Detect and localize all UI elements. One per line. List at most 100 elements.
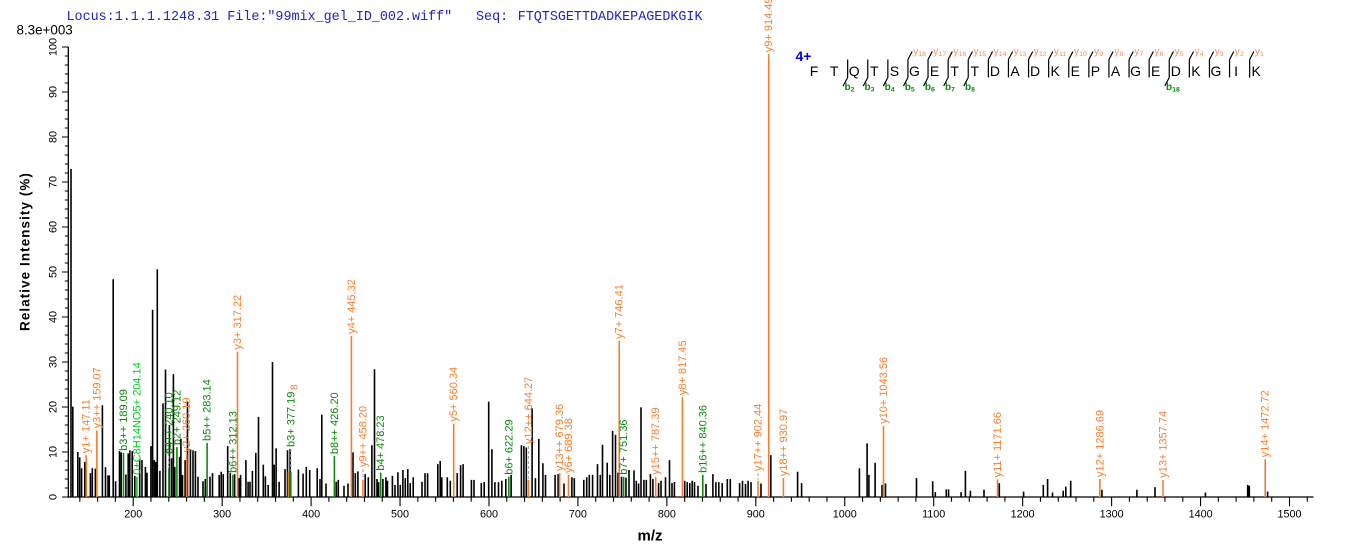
svg-text:y: y <box>1215 47 1220 58</box>
svg-text:b: b <box>925 82 931 93</box>
svg-text:b4++ 240.10: b4++ 240.10 <box>163 392 175 454</box>
svg-text:Relative Intensity (%): Relative Intensity (%) <box>18 172 33 331</box>
svg-text:400: 400 <box>302 509 320 521</box>
svg-text:FTQTSGETTDADKEPAGEDKGIK: FTQTSGETTDADKEPAGEDKGIK <box>518 10 704 25</box>
svg-text:b3++ 189.09: b3++ 189.09 <box>118 389 130 451</box>
svg-text:y13++ 679.36: y13++ 679.36 <box>554 404 566 471</box>
svg-text:1400: 1400 <box>1189 509 1213 521</box>
svg-text:E: E <box>1151 63 1160 79</box>
svg-text:y: y <box>913 47 918 58</box>
svg-text:b2+ 249.12: b2+ 249.12 <box>171 390 183 445</box>
svg-text:y13+ 1357.74: y13+ 1357.74 <box>1158 411 1170 478</box>
svg-text:b: b <box>965 82 971 93</box>
svg-text:y7+ 746.41: y7+ 746.41 <box>614 284 626 339</box>
svg-text:y: y <box>1094 47 1099 58</box>
svg-text:y1+ 147.11: y1+ 147.11 <box>81 399 93 453</box>
svg-text:y: y <box>1154 47 1159 58</box>
svg-text:17: 17 <box>939 51 947 58</box>
svg-text:8.3e+003: 8.3e+003 <box>17 23 73 38</box>
svg-text:1300: 1300 <box>1100 509 1124 521</box>
svg-text:18: 18 <box>918 51 926 58</box>
svg-text:m/z: m/z <box>637 528 662 545</box>
svg-text:b8++ 426.20: b8++ 426.20 <box>329 392 341 454</box>
svg-text:y3+ 317.22: y3+ 317.22 <box>232 295 244 350</box>
svg-text:b6++ 312.13: b6++ 312.13 <box>227 411 239 473</box>
svg-text:E: E <box>1071 63 1080 79</box>
svg-text:4: 4 <box>891 86 895 93</box>
svg-text:D: D <box>1030 63 1040 79</box>
svg-text:9: 9 <box>1099 51 1103 58</box>
svg-text:y: y <box>1195 47 1200 58</box>
svg-text:12: 12 <box>1039 51 1047 58</box>
svg-text:10: 10 <box>1079 51 1087 58</box>
svg-text:0+C8H14NO5+ 204.14: 0+C8H14NO5+ 204.14 <box>131 362 143 475</box>
svg-text:600: 600 <box>480 509 498 521</box>
svg-text:y: y <box>1134 47 1139 58</box>
svg-text:y: y <box>1034 47 1039 58</box>
svg-text:F: F <box>810 63 819 79</box>
svg-text:5: 5 <box>1180 51 1184 58</box>
svg-text:y3++ 159.07: y3++ 159.07 <box>91 367 103 428</box>
svg-text:3: 3 <box>1220 51 1224 58</box>
svg-text:y: y <box>1014 47 1019 58</box>
svg-text:200: 200 <box>124 509 142 521</box>
svg-text:15: 15 <box>979 51 987 58</box>
svg-text:y17++ 902.44: y17++ 902.44 <box>753 404 765 471</box>
svg-text:y: y <box>1235 47 1240 58</box>
svg-text:y18++ 930.97: y18++ 930.97 <box>778 409 790 476</box>
svg-text:P: P <box>1091 63 1100 79</box>
svg-text:900: 900 <box>747 509 765 521</box>
svg-text:y: y <box>1114 47 1119 58</box>
svg-text:Seq:: Seq: <box>476 10 508 25</box>
svg-text:7: 7 <box>1140 51 1144 58</box>
svg-text:D: D <box>1171 63 1181 79</box>
svg-text:y9+ 914.49: y9+ 914.49 <box>763 0 775 52</box>
svg-text:b5++ 283.14: b5++ 283.14 <box>202 379 214 441</box>
svg-text:2: 2 <box>851 86 855 93</box>
svg-text:b16++ 840.36: b16++ 840.36 <box>697 405 709 473</box>
svg-text:y: y <box>933 47 938 58</box>
svg-text:y2+ 260.19: y2+ 260.19 <box>181 397 193 452</box>
svg-text:13: 13 <box>1019 51 1027 58</box>
svg-text:y15++ 787.39: y15++ 787.39 <box>650 408 662 475</box>
svg-text:50: 50 <box>48 266 60 278</box>
svg-text:70: 70 <box>48 176 60 188</box>
svg-text:y: y <box>1074 47 1079 58</box>
svg-text:40: 40 <box>48 311 60 323</box>
svg-text:E: E <box>930 63 939 79</box>
svg-text:11: 11 <box>1059 51 1066 58</box>
svg-text:b: b <box>1166 82 1172 93</box>
svg-text:8: 8 <box>1119 51 1123 58</box>
svg-text:b: b <box>845 82 851 93</box>
svg-text:y5+ 560.34: y5+ 560.34 <box>448 367 460 422</box>
svg-text:y9++ 458.20: y9++ 458.20 <box>357 406 369 467</box>
svg-text:K: K <box>1252 63 1262 79</box>
svg-text:90: 90 <box>48 86 60 98</box>
svg-text:16: 16 <box>959 51 967 58</box>
svg-text:8: 8 <box>289 384 300 390</box>
svg-text:b6+ 622.29: b6+ 622.29 <box>503 419 515 474</box>
svg-text:T: T <box>971 63 980 79</box>
svg-text:y11+ 1171.66: y11+ 1171.66 <box>992 412 1004 477</box>
svg-text:y: y <box>974 47 979 58</box>
svg-text:1000: 1000 <box>833 509 857 521</box>
svg-text:1200: 1200 <box>1011 509 1035 521</box>
svg-text:700: 700 <box>569 509 587 521</box>
svg-text:100: 100 <box>48 38 60 56</box>
svg-text:y: y <box>1255 47 1260 58</box>
svg-text:b7+ 751.36: b7+ 751.36 <box>618 419 630 474</box>
svg-text:b: b <box>905 82 911 93</box>
svg-text:I: I <box>1234 63 1238 79</box>
svg-text:14: 14 <box>999 51 1007 58</box>
svg-text:b3+ 377.19: b3+ 377.19 <box>285 392 297 447</box>
svg-text:y: y <box>953 47 958 58</box>
svg-text:D: D <box>990 63 1000 79</box>
svg-text:30: 30 <box>48 356 60 368</box>
svg-text:8: 8 <box>971 86 975 93</box>
svg-text:1: 1 <box>1260 51 1264 58</box>
svg-text:y10+ 1043.56: y10+ 1043.56 <box>878 357 890 424</box>
svg-text:0: 0 <box>48 494 60 500</box>
svg-text:T: T <box>870 63 879 79</box>
svg-text:Locus:1.1.1.1248.31 File:"99mi: Locus:1.1.1.1248.31 File:"99mix_gel_ID_0… <box>67 10 453 25</box>
svg-text:2: 2 <box>1240 51 1244 58</box>
